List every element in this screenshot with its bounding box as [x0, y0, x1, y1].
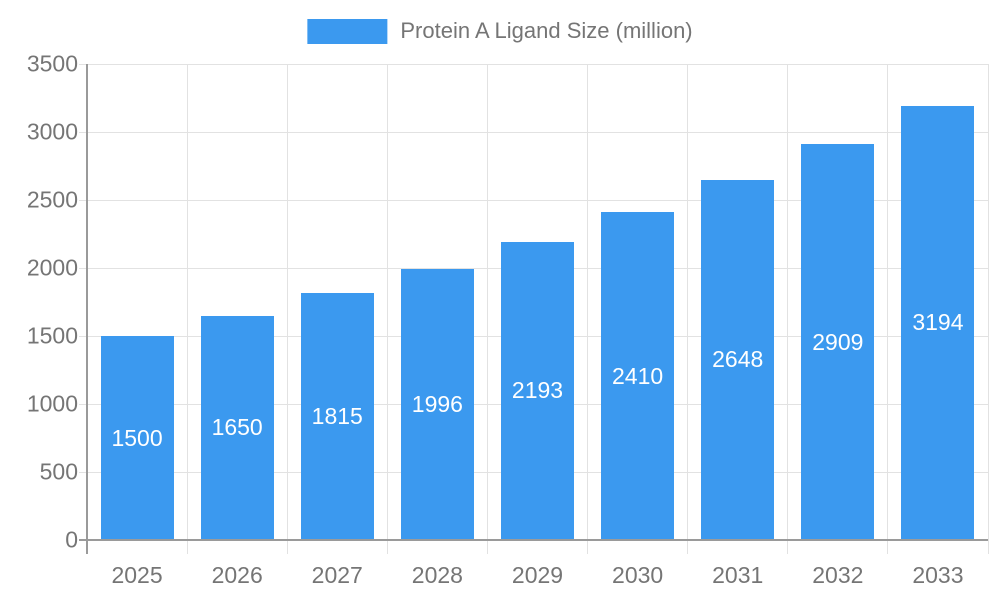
bar: 1996: [400, 268, 474, 540]
bar-value-label: 2909: [812, 328, 864, 355]
y-axis-line: [86, 64, 88, 554]
y-axis-tick-label: 3500: [26, 50, 78, 77]
y-axis-tick-label: 500: [39, 458, 78, 485]
bar-value-label: 1650: [211, 414, 263, 441]
y-axis-tick-label: 0: [65, 526, 78, 553]
x-axis-line: [79, 539, 988, 541]
bar: 2410: [601, 212, 675, 540]
x-axis-tick: [186, 540, 188, 554]
v-gridline: [486, 64, 488, 540]
x-axis-tick-label: 2028: [411, 562, 463, 588]
y-axis-tick-label: 2000: [26, 254, 78, 281]
bar-value-label: 2648: [712, 346, 764, 373]
legend-label: Protein A Ligand Size (million): [400, 18, 693, 43]
x-axis-tick: [987, 540, 989, 554]
x-axis-tick: [386, 540, 388, 554]
y-axis-tick: [79, 403, 87, 405]
x-axis-tick-label: 2032: [812, 562, 864, 588]
x-axis-tick-label: 2029: [511, 562, 564, 588]
x-axis-tick: [486, 540, 488, 554]
v-gridline: [186, 64, 188, 540]
x-axis-tick-label: 2033: [912, 562, 964, 588]
v-gridline: [987, 64, 989, 540]
v-gridline: [787, 64, 789, 540]
bar: 2909: [801, 144, 875, 540]
x-axis-tick: [687, 540, 689, 554]
y-axis-tick: [79, 267, 87, 269]
bar: 1815: [300, 293, 374, 540]
y-axis-tick-label: 3000: [26, 118, 78, 145]
x-axis-tick-label: 2031: [712, 562, 764, 588]
legend-swatch: [307, 18, 388, 44]
bar: 2193: [501, 241, 574, 540]
y-axis-tick-label: 2500: [26, 186, 78, 213]
bar-value-label: 2410: [612, 362, 664, 389]
bar-value-label: 1500: [111, 424, 163, 451]
y-axis-tick: [79, 199, 87, 201]
x-axis-tick: [286, 540, 288, 554]
x-axis-tick: [887, 540, 889, 554]
h-gridline: [87, 63, 988, 65]
v-gridline: [687, 64, 689, 540]
v-gridline: [887, 64, 889, 540]
y-axis-tick-label: 1500: [26, 322, 78, 349]
x-axis-tick-label: 2026: [211, 562, 263, 588]
x-axis-tick-label: 2025: [111, 562, 163, 588]
h-gridline: [87, 199, 988, 201]
y-axis-tick: [79, 63, 87, 65]
y-axis-tick: [79, 131, 87, 133]
x-axis-tick-label: 2030: [612, 562, 664, 588]
y-axis-tick: [79, 471, 87, 473]
bar: 1500: [100, 336, 174, 540]
v-gridline: [386, 64, 388, 540]
x-axis-tick-label: 2027: [311, 562, 363, 588]
bar: 3194: [901, 105, 975, 540]
legend[interactable]: Protein A Ligand Size (million): [307, 18, 693, 44]
bar-value-label: 3194: [912, 309, 964, 336]
v-gridline: [587, 64, 589, 540]
bar: 2648: [701, 179, 775, 540]
h-gridline: [87, 131, 988, 133]
bar-value-label: 2193: [511, 377, 564, 404]
x-axis-tick: [587, 540, 589, 554]
y-axis-tick: [79, 335, 87, 337]
bar-value-label: 1996: [411, 390, 463, 417]
x-axis-tick: [787, 540, 789, 554]
v-gridline: [286, 64, 288, 540]
y-axis-tick-label: 1000: [26, 390, 78, 417]
bar-value-label: 1815: [311, 403, 363, 430]
bar: 1650: [200, 315, 274, 540]
